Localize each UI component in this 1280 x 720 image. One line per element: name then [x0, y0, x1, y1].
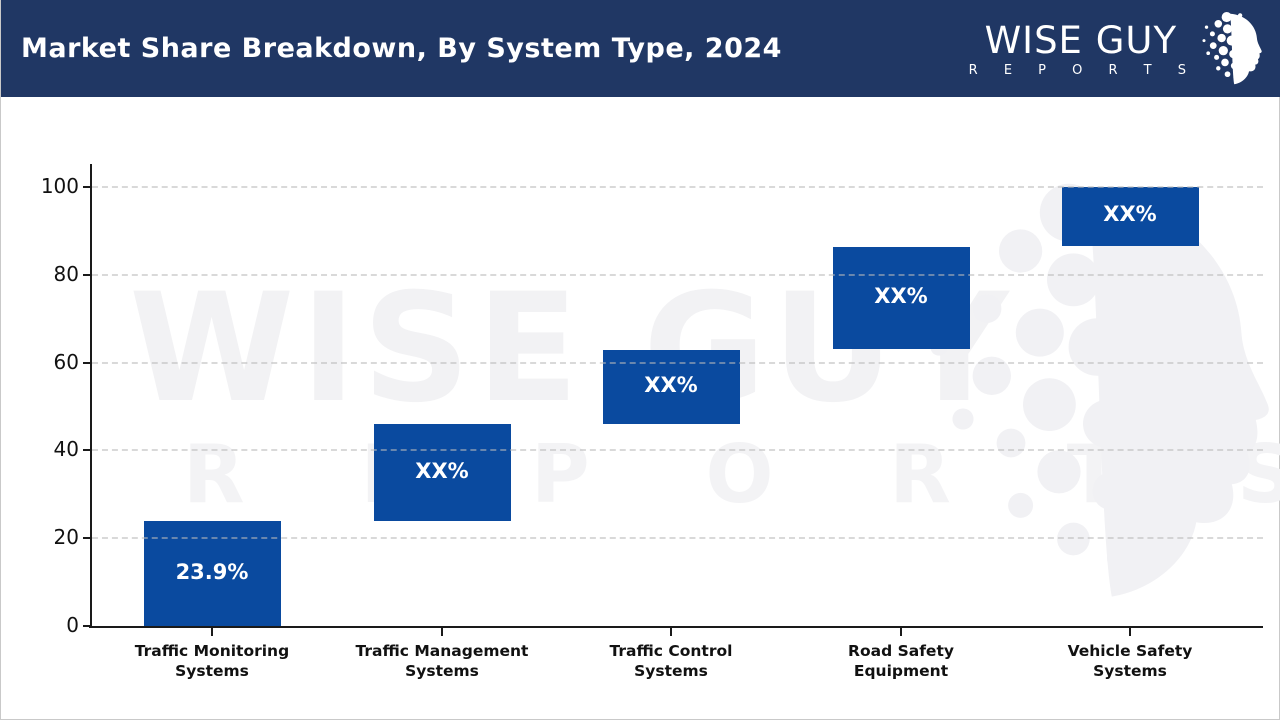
bar-value-label: 23.9%: [175, 559, 249, 584]
logo-subtitle: R E P O R T S: [968, 62, 1197, 78]
y-tick-mark: [83, 449, 90, 452]
y-tick-label: 60: [53, 349, 79, 374]
y-tick-mark: [83, 186, 90, 188]
y-tick-label: 100: [40, 174, 79, 198]
x-category-label: Traffic Monitoring Systems: [134, 642, 290, 680]
y-tick-label: 40: [53, 437, 79, 462]
bar-vehicle-safety-systems: [1061, 187, 1199, 246]
y-tick-label: 20: [53, 525, 79, 550]
y-tick-mark: [83, 625, 90, 627]
wise-guy-logo: WISE GUY R E P O R T S: [965, 6, 1267, 92]
bar-value-label: XX%: [1103, 202, 1157, 227]
gridline-100: [92, 186, 1263, 188]
y-axis-line: [90, 164, 92, 628]
logo-face-icon: [1202, 12, 1262, 85]
logo-text: WISE GUY R E P O R T S: [965, 18, 1197, 78]
y-tick-label: 80: [53, 261, 79, 286]
gridline-20: [92, 537, 1263, 540]
x-tick-mark: [211, 628, 213, 636]
x-tick-mark: [670, 628, 672, 636]
header-bar: Market Share Breakdown, By System Type, …: [1, 0, 1280, 97]
x-tick-mark: [900, 628, 902, 636]
y-tick-mark: [83, 537, 90, 540]
y-tick-label: 0: [66, 613, 79, 637]
gridline-80: [92, 273, 1263, 276]
x-axis-line: [89, 626, 1263, 628]
gridline-40: [92, 449, 1263, 452]
bar-traffic-management-systems: [373, 424, 511, 522]
logo-wordmark: WISE GUY: [984, 18, 1178, 62]
x-category-label: Traffic Control Systems: [609, 642, 733, 680]
x-category-label: Road Safety Equipment: [848, 642, 954, 680]
gridline-60: [92, 361, 1263, 364]
x-tick-mark: [1129, 628, 1131, 636]
x-category-label: Traffic Management Systems: [355, 642, 529, 680]
watermark-face-icon: [930, 183, 1269, 597]
y-tick-mark: [83, 273, 90, 276]
x-category-label: Vehicle Safety Systems: [1067, 642, 1193, 680]
x-tick-mark: [441, 628, 443, 636]
bar-value-label: XX%: [874, 284, 928, 309]
page-title: Market Share Breakdown, By System Type, …: [21, 33, 782, 64]
y-tick-mark: [83, 361, 90, 364]
bar-value-label: XX%: [415, 458, 469, 483]
bar-value-label: XX%: [644, 373, 698, 398]
bar-road-safety-equipment: [832, 246, 970, 350]
